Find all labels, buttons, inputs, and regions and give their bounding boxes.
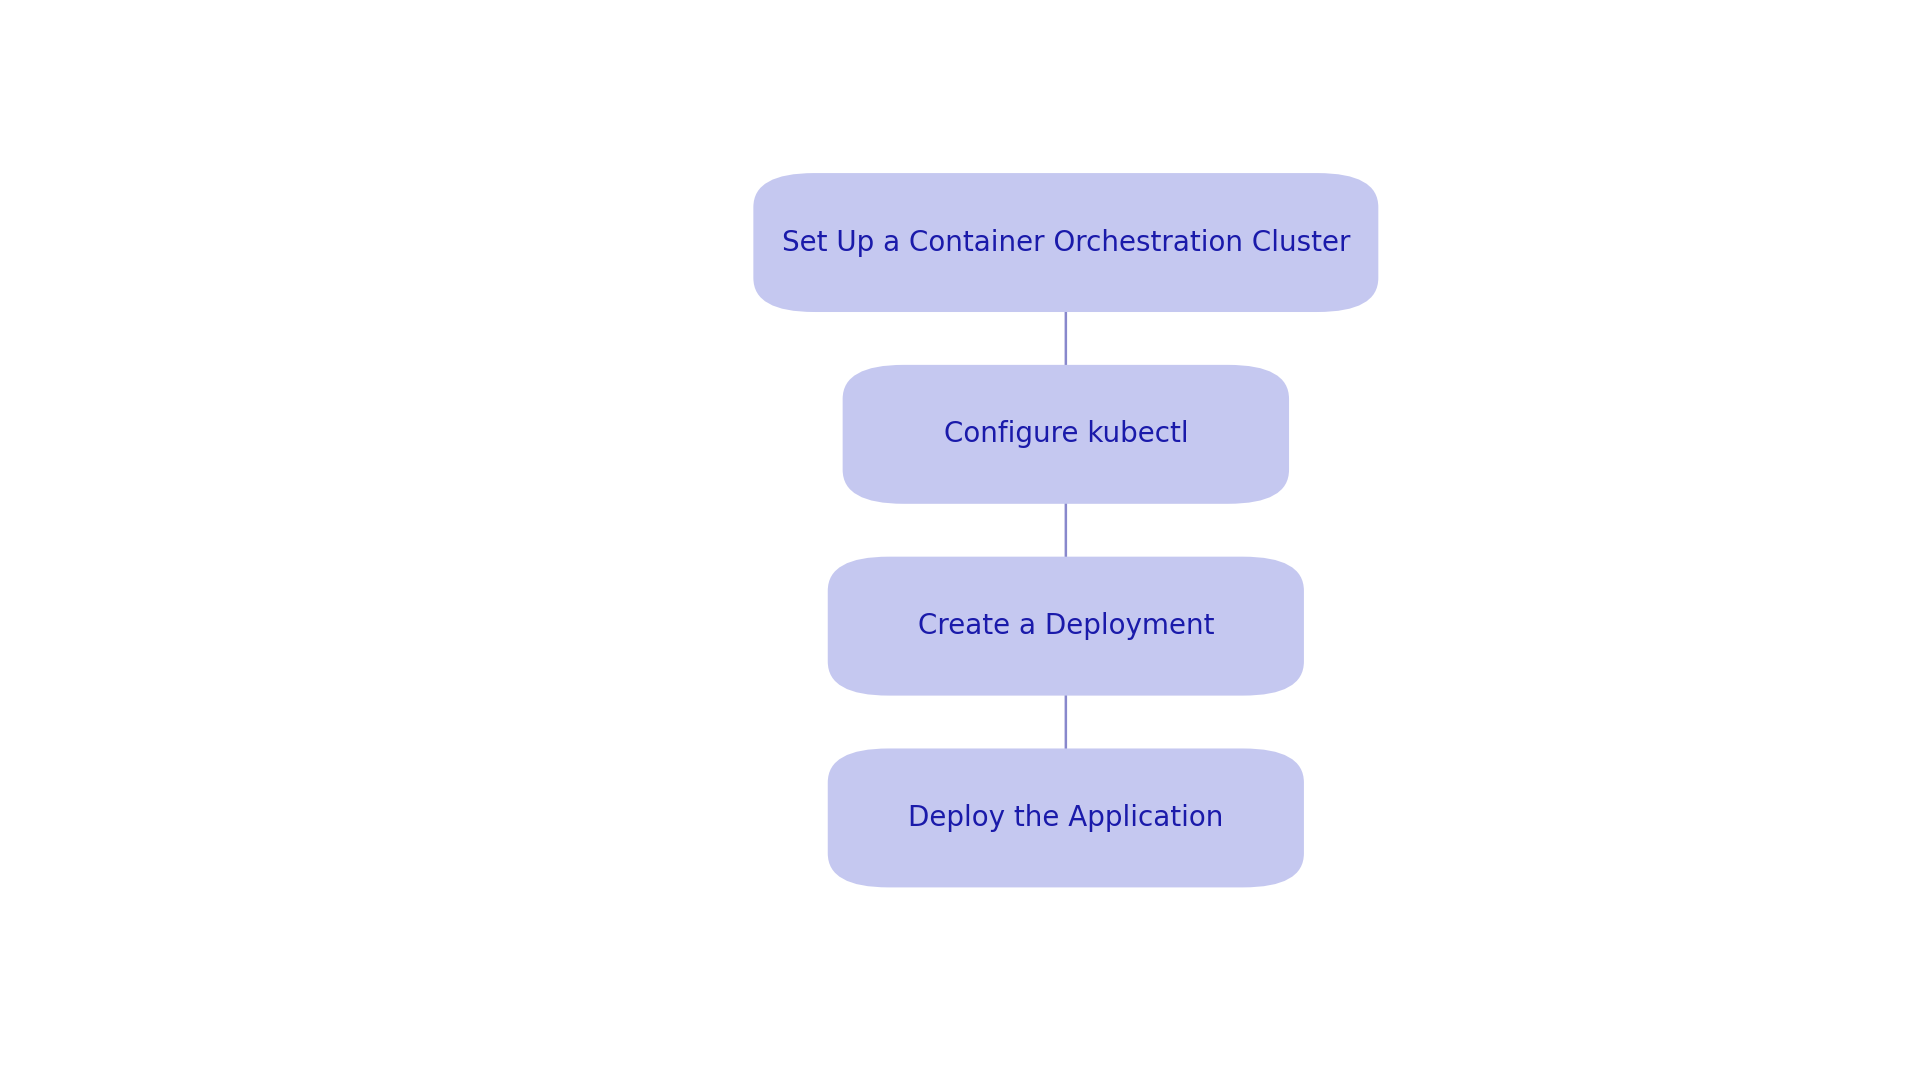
FancyBboxPatch shape — [843, 365, 1288, 504]
FancyBboxPatch shape — [828, 557, 1304, 695]
FancyBboxPatch shape — [753, 173, 1379, 312]
Text: Create a Deployment: Create a Deployment — [918, 612, 1213, 640]
Text: Configure kubectl: Configure kubectl — [943, 420, 1188, 448]
Text: Set Up a Container Orchestration Cluster: Set Up a Container Orchestration Cluster — [781, 229, 1350, 257]
Text: Deploy the Application: Deploy the Application — [908, 804, 1223, 832]
FancyBboxPatch shape — [828, 748, 1304, 887]
